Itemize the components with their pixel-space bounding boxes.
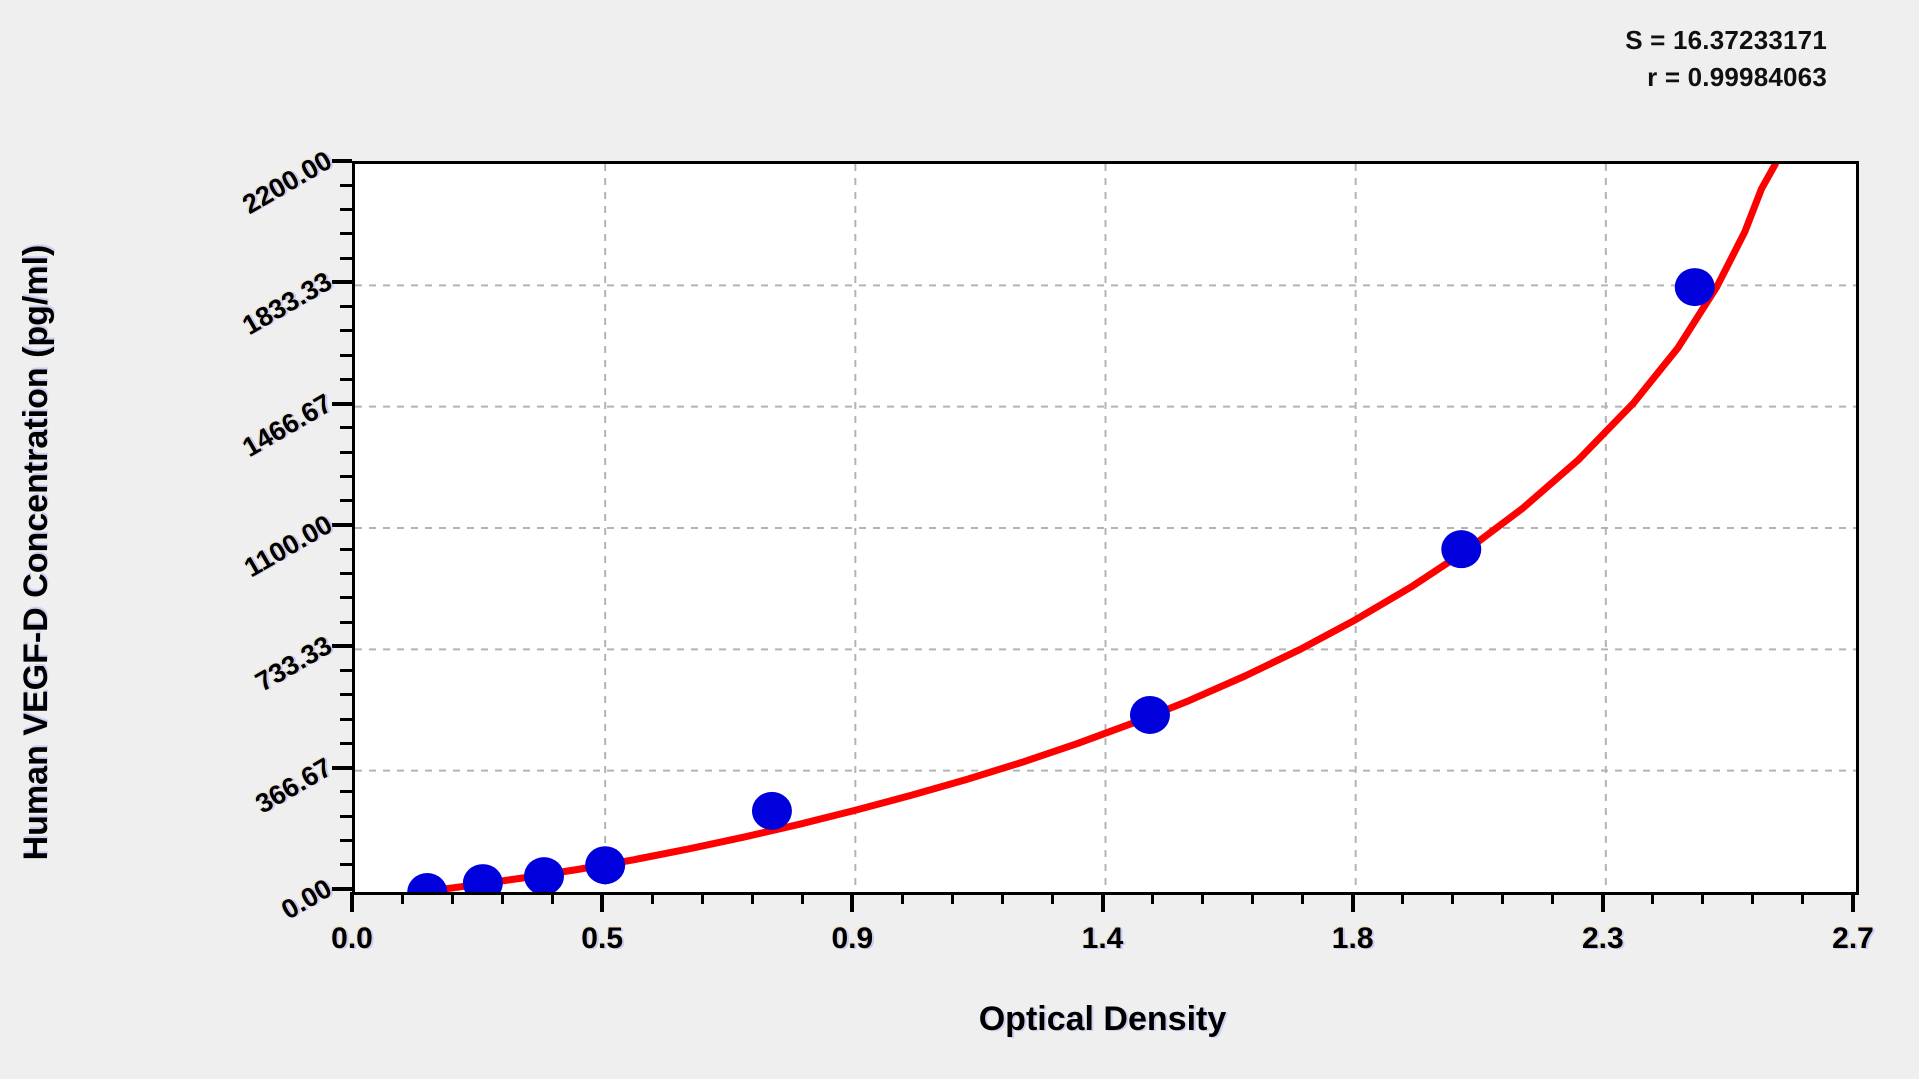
x-tick-minor	[500, 892, 504, 904]
y-tick-minor	[340, 814, 352, 818]
y-tick-minor	[340, 329, 352, 333]
y-tick-major	[332, 401, 352, 406]
y-tick-major	[332, 644, 352, 649]
r-statistic-label: r = 0.99984063	[1647, 61, 1827, 92]
y-tick-minor	[340, 426, 352, 430]
x-tick-label: 0.5	[581, 922, 624, 955]
y-tick-label: 733.33	[250, 630, 338, 698]
x-tick-label: 1.8	[1331, 922, 1374, 955]
x-tick-minor	[1151, 892, 1155, 904]
x-tick-minor	[950, 892, 954, 904]
x-tick-label: 0.9	[831, 922, 874, 955]
x-tick-minor	[1701, 892, 1705, 904]
x-tick-label: 2.7	[1832, 922, 1874, 955]
y-tick-minor	[340, 353, 352, 357]
x-axis-title-text: Optical Density	[978, 1000, 1227, 1038]
y-tick-minor	[340, 863, 352, 867]
x-tick-minor	[750, 892, 754, 904]
data-points	[407, 268, 1715, 892]
x-tick-minor	[1201, 892, 1205, 904]
x-tick-major	[1350, 892, 1355, 912]
x-tick-major	[1100, 892, 1105, 912]
data-point-marker	[751, 791, 792, 830]
x-tick-minor	[1401, 892, 1405, 904]
data-point-marker	[585, 846, 626, 885]
y-tick-minor	[340, 547, 352, 551]
x-tick-minor	[1301, 892, 1305, 904]
y-tick-minor	[340, 377, 352, 381]
y-tick-minor	[340, 183, 352, 187]
y-tick-major	[332, 159, 352, 163]
x-tick-minor	[1751, 892, 1755, 904]
x-tick-minor	[900, 892, 904, 904]
x-tick-major	[600, 892, 605, 912]
x-tick-minor	[1251, 892, 1255, 904]
y-tick-minor	[340, 790, 352, 794]
y-tick-minor	[340, 474, 352, 478]
y-tick-minor	[340, 572, 352, 576]
y-tick-major	[332, 280, 352, 285]
x-tick-minor	[550, 892, 554, 904]
y-tick-major	[332, 887, 352, 891]
x-tick-minor	[1551, 892, 1555, 904]
y-tick-label: 1466.67	[237, 387, 338, 463]
x-tick-minor	[1651, 892, 1655, 904]
y-tick-major	[332, 523, 352, 527]
y-tick-label: 366.67	[250, 751, 338, 820]
y-tick-minor	[340, 693, 352, 697]
x-tick-minor	[1050, 892, 1054, 904]
data-point-marker	[1674, 268, 1715, 307]
x-tick-major	[1851, 892, 1855, 912]
gridlines	[355, 164, 1856, 892]
x-tick-minor	[1451, 892, 1455, 904]
y-tick-minor	[340, 256, 352, 260]
y-tick-minor	[340, 232, 352, 236]
y-tick-minor	[340, 838, 352, 842]
x-tick-minor	[800, 892, 804, 904]
y-tick-label: 2200.00	[237, 145, 338, 220]
data-point-marker	[524, 857, 565, 892]
data-point-marker	[407, 873, 448, 892]
x-tick-label: 0.0	[331, 922, 373, 955]
y-tick-minor	[340, 669, 352, 673]
data-point-marker	[462, 864, 503, 892]
x-tick-minor	[1000, 892, 1004, 904]
plot-area	[352, 161, 1859, 895]
y-tick-minor	[340, 208, 352, 212]
y-tick-minor	[340, 620, 352, 624]
y-tick-minor	[340, 305, 352, 309]
y-tick-label: 1833.33	[237, 266, 338, 342]
x-tick-label: 2.3	[1581, 922, 1624, 955]
y-tick-major	[332, 765, 352, 770]
y-tick-labels: 0.00 366.67 733.33 1100.00 1466.67 1833.33 220…	[0, 145, 338, 925]
s-statistic-label: S = 16.37233171	[1625, 25, 1827, 55]
data-point-marker	[1129, 695, 1170, 734]
x-tick-major	[850, 892, 855, 912]
x-axis-title: Optical Density	[352, 1000, 1853, 1039]
data-point-marker	[1441, 530, 1482, 569]
plot-svg	[355, 164, 1856, 892]
y-tick-label: 0.00	[276, 873, 338, 926]
y-tick-minor	[340, 450, 352, 454]
x-tick-minor	[700, 892, 704, 904]
x-tick-label: 1.4	[1081, 922, 1124, 955]
x-tick-minor	[1501, 892, 1505, 904]
x-tick-major	[350, 892, 354, 912]
x-tick-minor	[450, 892, 454, 904]
fit-statistics: S = 16.37233171 r = 0.99984063	[1625, 22, 1827, 96]
x-tick-minor	[650, 892, 654, 904]
x-tick-marks-and-labels: 0.0 0.5 0.9 1.4 1.8 2.3 2.7	[331, 892, 1874, 955]
y-tick-minor	[340, 717, 352, 721]
y-tick-minor	[340, 741, 352, 745]
y-tick-label: 1100.00	[239, 509, 338, 584]
x-tick-minor	[400, 892, 404, 904]
y-tick-minor	[340, 499, 352, 503]
x-tick-major	[1600, 892, 1605, 912]
x-tick-minor	[1801, 892, 1805, 904]
y-tick-minor	[340, 596, 352, 600]
